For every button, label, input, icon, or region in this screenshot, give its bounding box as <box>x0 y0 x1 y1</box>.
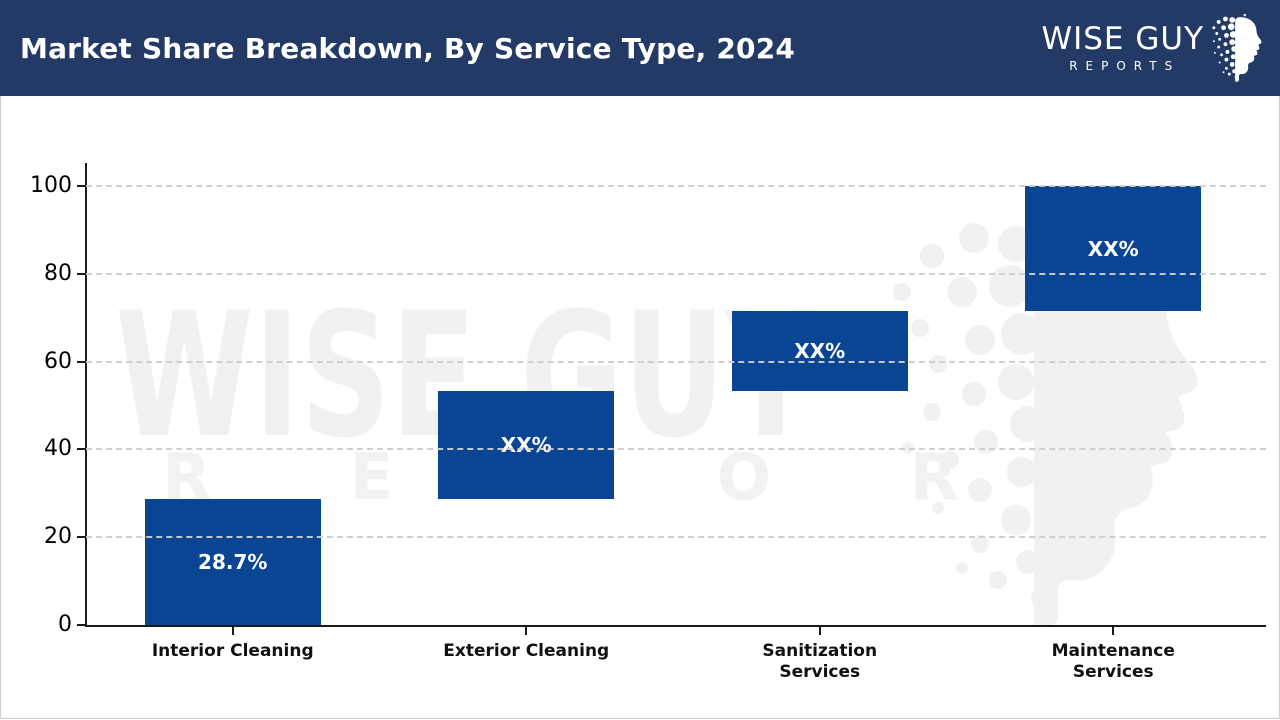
y-tick-label-60: 60 <box>44 348 72 374</box>
y-tick-label-40: 40 <box>44 436 72 462</box>
page-title: Market Share Breakdown, By Service Type,… <box>20 31 796 65</box>
y-tick-label-100: 100 <box>30 173 72 198</box>
bar-sanitization-services: XX% <box>731 311 908 392</box>
brand-name: WISE GUY <box>1041 21 1204 57</box>
y-tick-mark-60 <box>77 360 85 363</box>
x-category-label-maintenance-services: Maintenance Services <box>1051 641 1175 683</box>
y-tick-mark-100 <box>77 185 85 187</box>
header-bar: Market Share Breakdown, By Service Type,… <box>0 0 1280 96</box>
y-tick-mark-80 <box>77 272 85 275</box>
y-tick-label-0: 0 <box>58 612 72 637</box>
y-tick-label-80: 80 <box>44 260 72 286</box>
brand-subtitle: REPORTS <box>1069 59 1181 73</box>
x-tick-mark-sanitization-services <box>818 627 821 635</box>
x-category-label-exterior-cleaning: Exterior Cleaning <box>443 641 610 661</box>
x-tick-mark-maintenance-services <box>1112 627 1115 635</box>
x-axis-line <box>85 625 1266 627</box>
x-tick-mark-interior-cleaning <box>231 627 234 635</box>
brand-logo-text: WISE GUY REPORTS <box>1041 21 1204 73</box>
bar-exterior-cleaning: XX% <box>438 391 615 499</box>
gridline-60 <box>86 360 1266 363</box>
gridline-80 <box>86 272 1266 275</box>
x-category-label-interior-cleaning: Interior Cleaning <box>151 641 314 661</box>
bar-value-label: XX% <box>1087 236 1139 261</box>
bar-interior-cleaning: 28.7% <box>144 499 321 625</box>
gridline-40 <box>86 448 1266 451</box>
bar-maintenance-services: XX% <box>1025 186 1202 312</box>
brand-logo: WISE GUY REPORTS <box>1041 0 1268 96</box>
gridline-20 <box>86 536 1266 539</box>
watermark-head-icon <box>893 223 1198 628</box>
x-tick-mark-exterior-cleaning <box>525 627 528 635</box>
bar-value-label: XX% <box>500 433 552 458</box>
y-tick-mark-0 <box>77 624 85 626</box>
gridline-100 <box>86 185 1266 187</box>
y-tick-mark-20 <box>77 536 85 539</box>
y-tick-mark-40 <box>77 448 85 451</box>
bar-value-label: 28.7% <box>198 549 268 574</box>
y-tick-label-20: 20 <box>44 524 72 550</box>
y-axis-line <box>85 163 87 626</box>
bar-value-label: XX% <box>794 339 846 364</box>
wise-guy-head-icon <box>1212 13 1262 82</box>
x-category-label-sanitization-services: Sanitization Services <box>762 641 878 683</box>
